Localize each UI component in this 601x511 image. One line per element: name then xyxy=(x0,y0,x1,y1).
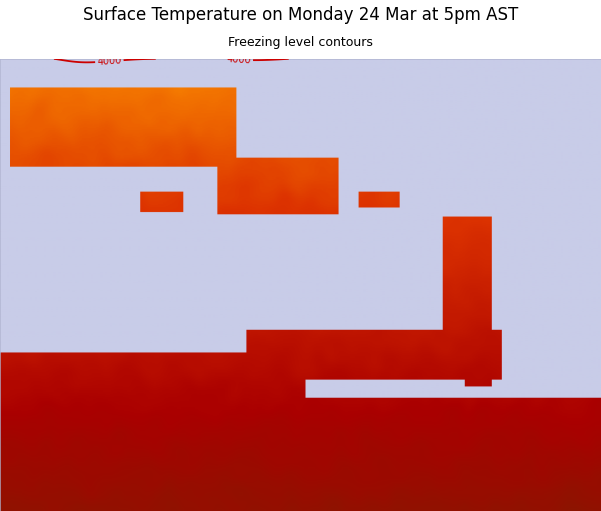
Text: Freezing level contours: Freezing level contours xyxy=(228,36,373,49)
Text: Surface Temperature on Monday 24 Mar at 5pm AST: Surface Temperature on Monday 24 Mar at … xyxy=(83,6,518,24)
Text: 4000: 4000 xyxy=(97,55,122,67)
Text: 4000: 4000 xyxy=(226,54,251,65)
